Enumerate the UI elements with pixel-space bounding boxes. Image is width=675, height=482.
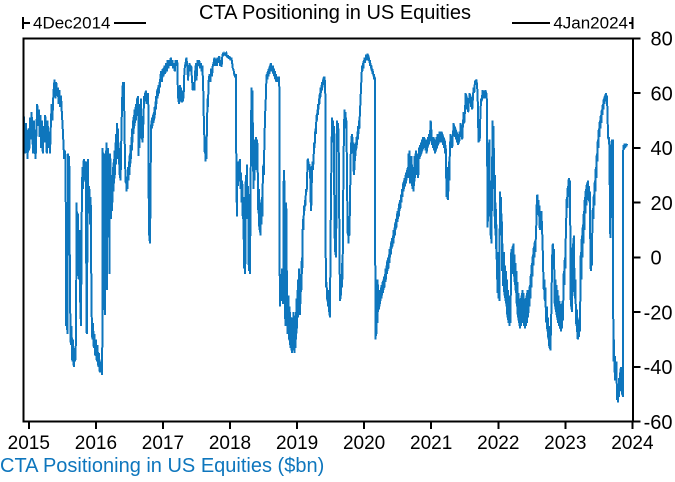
svg-text:0: 0	[651, 248, 662, 270]
svg-text:2016: 2016	[75, 433, 117, 454]
svg-text:CTA Positioning in US Equities: CTA Positioning in US Equities ($bn)	[0, 455, 324, 477]
svg-text:2021: 2021	[410, 433, 452, 454]
svg-text:20: 20	[651, 193, 673, 215]
svg-text:2024: 2024	[611, 433, 654, 454]
svg-text:4Jan2024: 4Jan2024	[553, 14, 628, 33]
svg-text:2015: 2015	[8, 433, 50, 454]
svg-text:-40: -40	[644, 357, 673, 379]
svg-text:80: 80	[651, 29, 673, 51]
svg-text:-20: -20	[644, 302, 673, 324]
svg-text:-60: -60	[644, 412, 673, 434]
svg-text:2019: 2019	[276, 433, 318, 454]
svg-text:CTA Positioning in US Equities: CTA Positioning in US Equities	[199, 2, 471, 24]
svg-text:2022: 2022	[477, 433, 519, 454]
svg-text:60: 60	[651, 83, 673, 105]
svg-text:40: 40	[651, 138, 673, 160]
svg-text:2017: 2017	[142, 433, 184, 454]
svg-text:2023: 2023	[544, 433, 586, 454]
svg-text:4Dec2014: 4Dec2014	[33, 14, 111, 33]
svg-text:2020: 2020	[343, 433, 385, 454]
svg-text:2018: 2018	[209, 433, 251, 454]
